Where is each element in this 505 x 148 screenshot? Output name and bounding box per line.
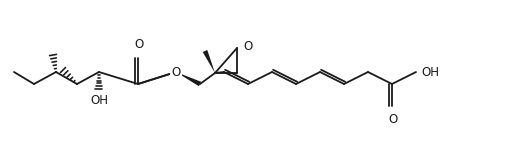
Polygon shape bbox=[203, 50, 215, 73]
Text: O: O bbox=[242, 40, 252, 53]
Text: O: O bbox=[171, 66, 180, 78]
Text: OH: OH bbox=[90, 94, 108, 107]
Text: OH: OH bbox=[420, 66, 438, 78]
Text: O: O bbox=[388, 113, 397, 126]
Polygon shape bbox=[176, 72, 200, 86]
Text: O: O bbox=[134, 38, 143, 51]
